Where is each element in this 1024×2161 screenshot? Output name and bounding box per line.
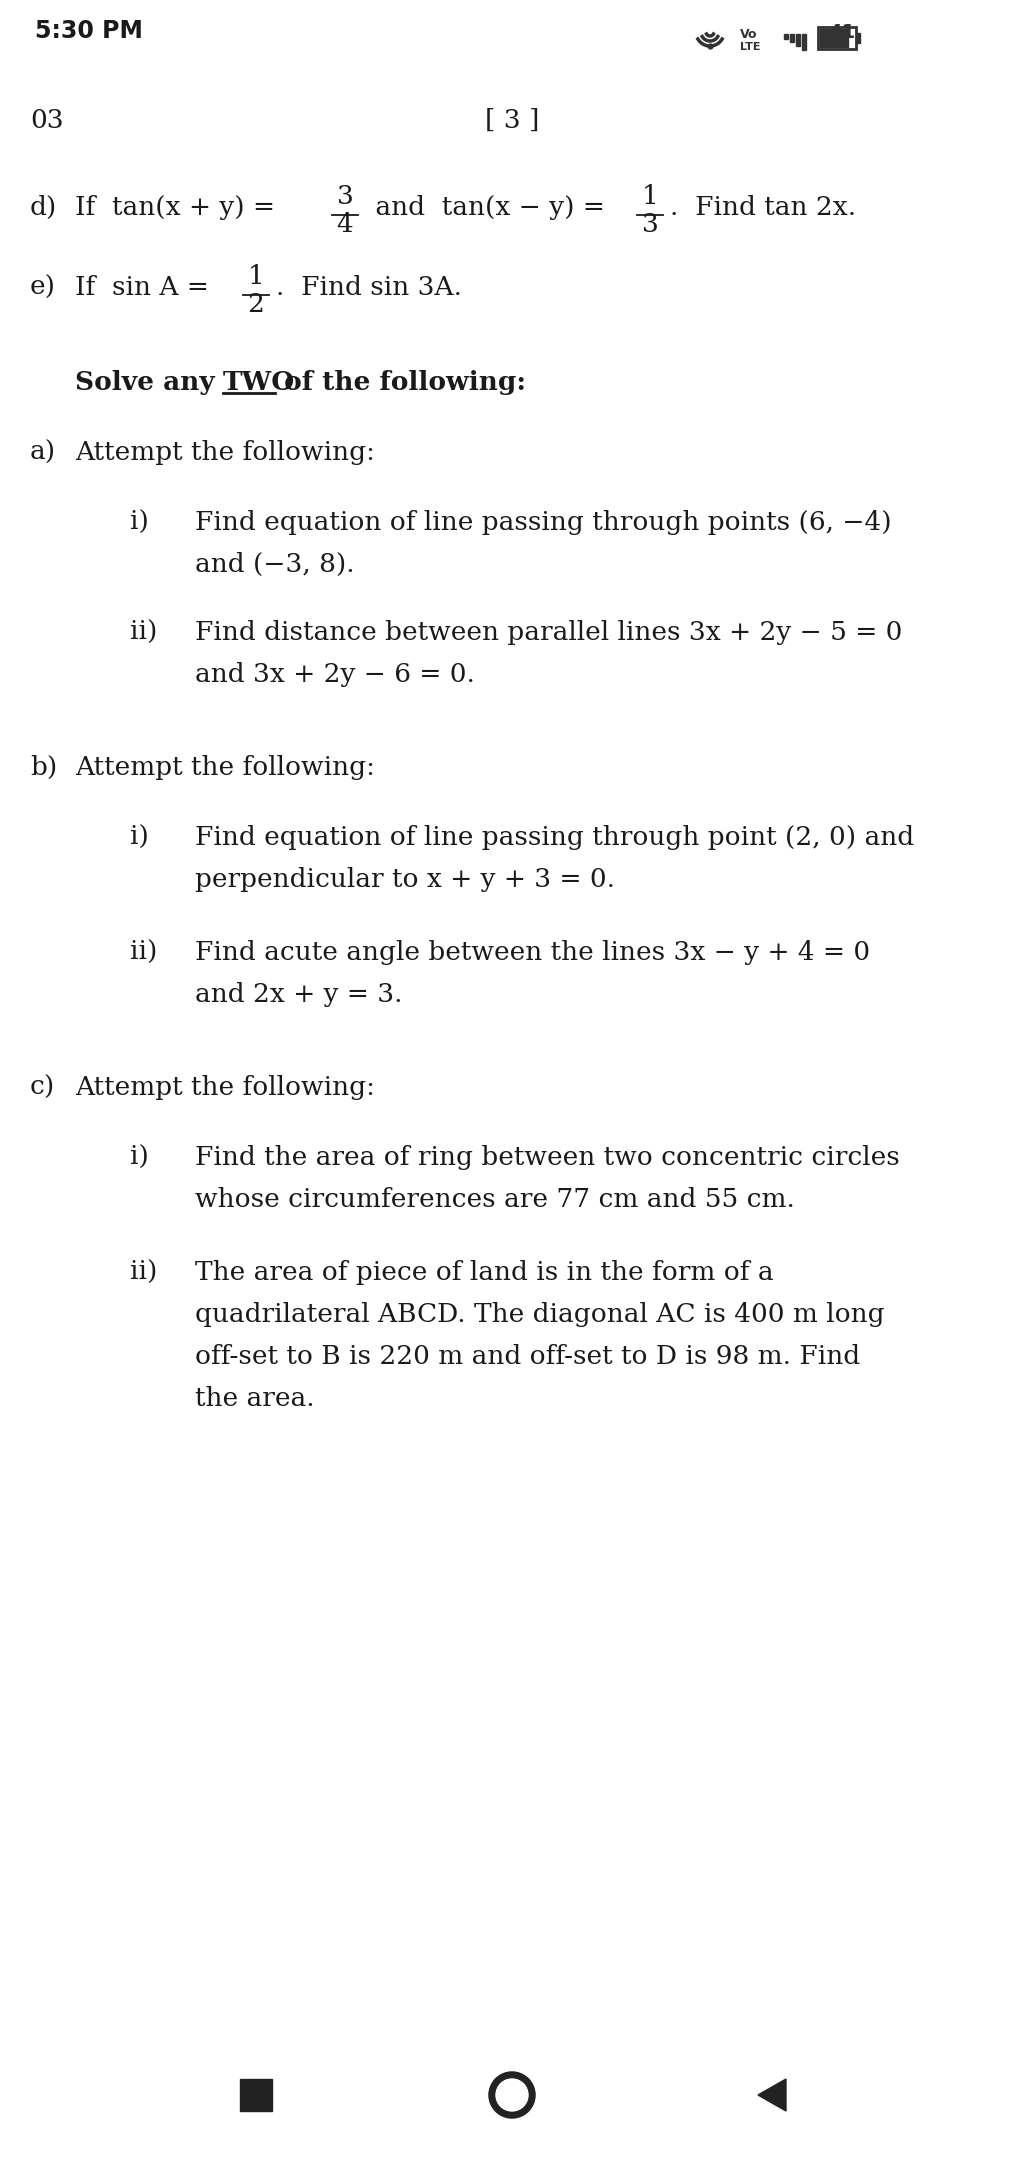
Text: If  sin A =: If sin A =: [75, 274, 209, 300]
Text: Find the area of ring between two concentric circles: Find the area of ring between two concen…: [195, 1145, 900, 1169]
Text: whose circumferences are 77 cm and 55 cm.: whose circumferences are 77 cm and 55 cm…: [195, 1186, 795, 1212]
Text: 2: 2: [248, 292, 264, 318]
Text: Solve any: Solve any: [75, 370, 224, 395]
Text: b): b): [30, 754, 57, 780]
Bar: [802, 35, 806, 50]
Text: Find acute angle between the lines 3x − y + 4 = 0: Find acute angle between the lines 3x − …: [195, 940, 870, 966]
Text: TWO: TWO: [223, 370, 295, 395]
Text: the area.: the area.: [195, 1385, 314, 1411]
Text: [ 3 ]: [ 3 ]: [484, 108, 540, 134]
Circle shape: [490, 2072, 534, 2118]
Text: and (−3, 8).: and (−3, 8).: [195, 551, 354, 577]
Text: a): a): [30, 441, 56, 465]
Text: 1: 1: [248, 264, 264, 290]
Bar: [790, 35, 794, 41]
Text: 1: 1: [642, 184, 658, 210]
Bar: [856, 32, 860, 43]
Text: .  Find tan 2x.: . Find tan 2x.: [670, 194, 856, 220]
Text: .  Find sin 3A.: . Find sin 3A.: [276, 274, 462, 300]
Text: 03: 03: [30, 108, 63, 134]
Polygon shape: [758, 2079, 786, 2111]
Text: ii): ii): [130, 940, 158, 966]
Text: Vo: Vo: [740, 28, 758, 41]
Text: Attempt the following:: Attempt the following:: [75, 441, 375, 465]
Text: i): i): [130, 1145, 148, 1169]
Bar: [796, 35, 800, 45]
Text: 4: 4: [337, 212, 353, 238]
Bar: [784, 35, 788, 39]
Text: of the following:: of the following:: [275, 370, 526, 395]
Text: Attempt the following:: Attempt the following:: [75, 1074, 375, 1100]
Text: e): e): [30, 274, 56, 300]
Bar: [820, 28, 848, 48]
Text: i): i): [130, 510, 148, 536]
Text: ii): ii): [130, 620, 158, 644]
Text: 3: 3: [642, 212, 658, 238]
Text: and  tan(x − y) =: and tan(x − y) =: [367, 194, 605, 220]
Text: and 2x + y = 3.: and 2x + y = 3.: [195, 981, 402, 1007]
Text: quadrilateral ABCD. The diagonal AC is 400 m long: quadrilateral ABCD. The diagonal AC is 4…: [195, 1301, 885, 1327]
Text: 5:30 PM: 5:30 PM: [35, 19, 143, 43]
Bar: [818, 26, 856, 50]
Text: Find equation of line passing through points (6, −4): Find equation of line passing through po…: [195, 510, 892, 536]
Bar: [240, 2079, 272, 2111]
Text: Find distance between parallel lines 3x + 2y − 5 = 0: Find distance between parallel lines 3x …: [195, 620, 902, 644]
Text: 41: 41: [828, 24, 855, 41]
Text: off-set to B is 220 m and off-set to D is 98 m. Find: off-set to B is 220 m and off-set to D i…: [195, 1344, 860, 1370]
Text: and 3x + 2y − 6 = 0.: and 3x + 2y − 6 = 0.: [195, 661, 475, 687]
Circle shape: [496, 2079, 528, 2111]
Text: LTE: LTE: [740, 41, 761, 52]
Text: c): c): [30, 1074, 55, 1100]
Text: Find equation of line passing through point (2, 0) and: Find equation of line passing through po…: [195, 826, 914, 849]
Text: i): i): [130, 826, 148, 849]
Text: The area of piece of land is in the form of a: The area of piece of land is in the form…: [195, 1260, 773, 1286]
Text: Attempt the following:: Attempt the following:: [75, 754, 375, 780]
Text: If  tan(x + y) =: If tan(x + y) =: [75, 194, 275, 220]
Text: ii): ii): [130, 1260, 158, 1286]
Text: 3: 3: [337, 184, 353, 210]
Text: d): d): [30, 194, 57, 220]
Text: perpendicular to x + y + 3 = 0.: perpendicular to x + y + 3 = 0.: [195, 867, 615, 892]
